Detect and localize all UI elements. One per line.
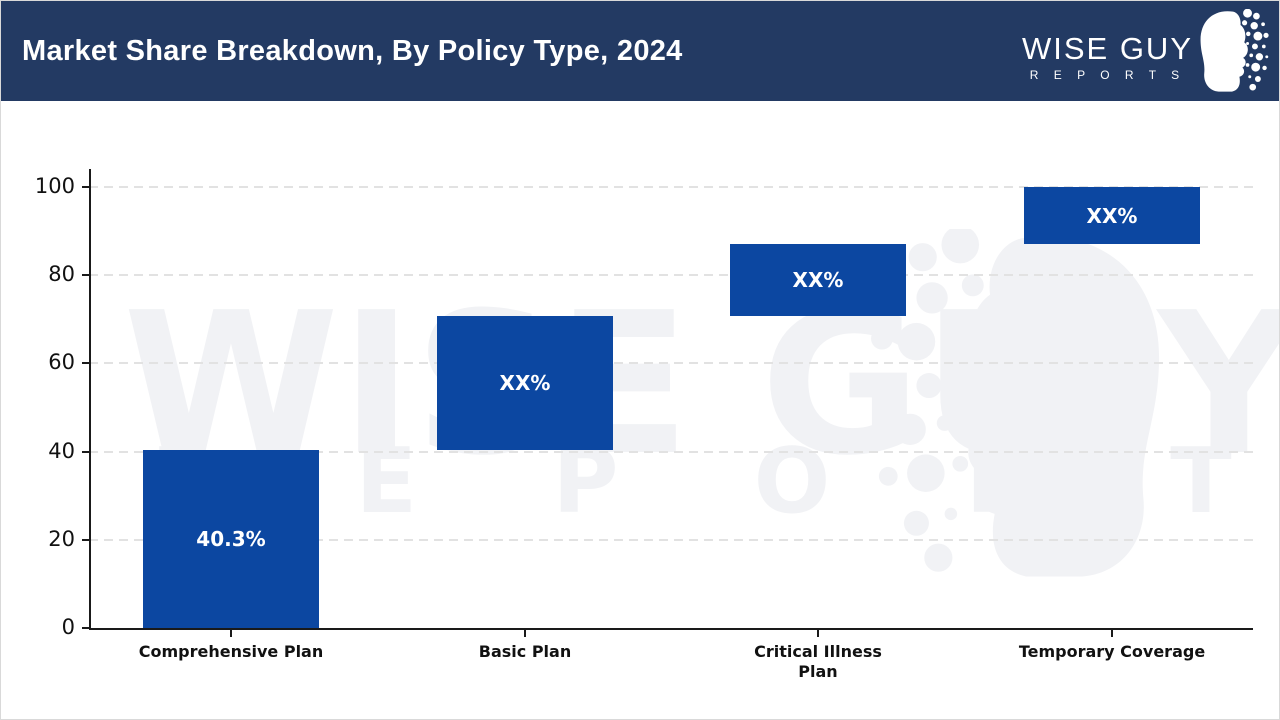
x-axis-tick [230,630,232,637]
gridline-y60 [89,362,1253,365]
bar-value-label: 40.3% [196,527,266,552]
y-axis-tick-label: 80 [48,262,75,287]
y-axis-tick [82,538,90,541]
x-axis-category-label: Basic Plan [478,642,572,661]
bar-segment: XX% [730,244,906,316]
x-axis-category-label: Temporary Coverage [1018,642,1206,661]
bar-segment: XX% [1024,187,1200,245]
y-axis-tick [82,362,90,365]
x-axis-tick [1111,630,1113,637]
gridline-y100 [89,186,1253,188]
brand-logo: WISE GUY R E P O R T S [1022,7,1269,95]
brand-name: WISE GUY [1021,30,1193,66]
watermark-head-icon [871,229,1160,577]
y-axis-tick-label: 20 [48,526,75,551]
y-axis-line [89,169,91,630]
gridline-y40 [89,450,1253,453]
chart-title: Market Share Breakdown, By Policy Type, … [22,34,683,67]
bar-value-label: XX% [1086,203,1138,228]
gridline-y80 [89,274,1253,277]
brand-logo-text: WISE GUY R E P O R T S [1022,31,1193,82]
bar-value-label: XX% [792,268,844,293]
bar-segment: XX% [437,315,613,451]
x-axis-line [89,628,1253,630]
brand-head-icon [1200,9,1269,92]
y-axis-tick [82,274,90,277]
y-axis-tick [82,450,90,453]
header-bar: Market Share Breakdown, By Policy Type, … [1,1,1279,101]
y-axis-tick-label: 0 [61,615,75,639]
y-axis-tick [82,186,90,188]
y-axis-tick-label: 40 [48,438,75,463]
brand-subname: R E P O R T S [1029,67,1186,82]
bar-segment: 40.3% [143,450,319,628]
x-axis-category-label: Critical Illness Plan [754,642,882,681]
x-axis-tick [524,630,526,637]
gridline-y20 [89,538,1253,541]
x-axis-category-label: Comprehensive Plan [138,642,324,661]
y-axis-tick-label: 100 [34,174,75,198]
x-axis-tick [817,630,819,637]
y-axis-tick-label: 60 [48,350,75,375]
bar-value-label: XX% [499,371,551,396]
y-axis-tick [82,627,90,629]
